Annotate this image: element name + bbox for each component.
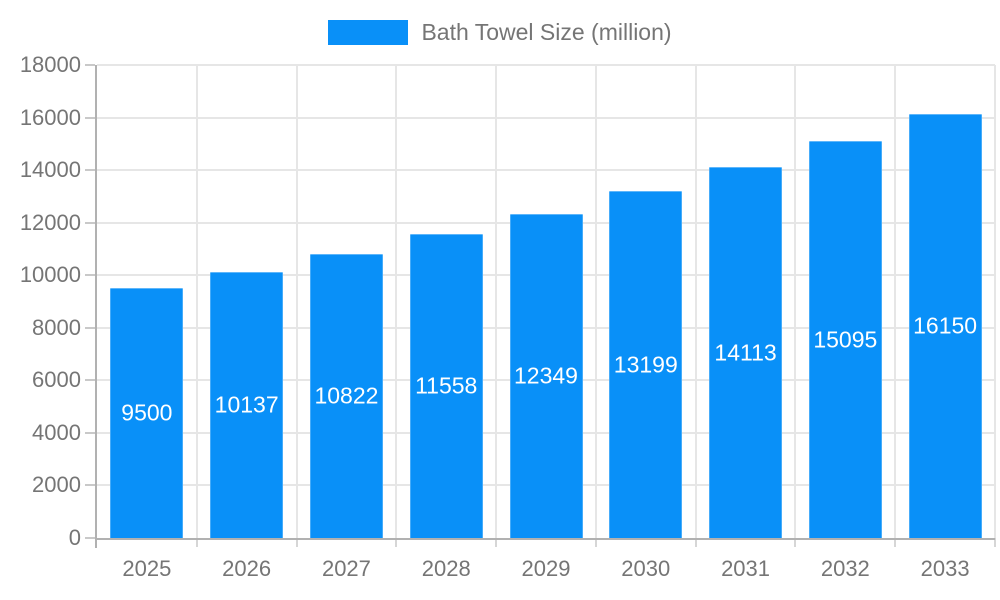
bar-2026[interactable]: 10137 [210,271,284,538]
bar-value-label: 11558 [415,372,478,399]
legend-label: Bath Towel Size (million) [421,19,672,45]
bar-value-label: 13199 [613,351,678,378]
bar-value-label: 12349 [514,362,578,389]
x-axis-tick [894,538,897,547]
y-axis-tick-label: 0 [68,525,81,550]
legend-item[interactable]: Bath Towel Size (million) [0,19,1000,46]
bar-value-label: 15095 [813,326,878,353]
bar-value-label: 16150 [913,312,978,339]
y-axis-tick [85,64,95,66]
x-axis-tick [594,538,597,547]
x-gridline [195,65,198,538]
x-axis-category-label: 2032 [820,556,870,581]
x-gridline [894,65,897,538]
y-axis-tick-label: 8000 [32,314,81,340]
bar-2031[interactable]: 14113 [709,167,783,538]
y-axis-tick-label: 2000 [32,472,81,498]
y-axis-tick [85,274,95,277]
y-gridline [97,116,995,119]
x-axis-tick [495,538,498,547]
x-axis-category-label: 2027 [321,556,371,581]
x-axis-tick [295,538,298,547]
y-axis-tick [85,379,95,382]
y-axis-line [95,65,97,548]
x-axis-category-label: 2026 [222,556,272,581]
x-gridline [295,65,298,538]
bar-value-label: 14113 [714,339,777,366]
x-gridline [694,65,697,538]
y-axis-tick [85,326,95,329]
y-axis-tick [85,169,95,172]
y-gridline [97,169,995,172]
x-axis-tick [994,538,996,547]
x-axis-category-label: 2031 [721,556,771,581]
x-axis-tick [694,538,697,547]
bar-value-label: 10137 [214,391,279,418]
x-gridline [395,65,398,538]
legend-swatch [328,20,409,45]
bar-value-label: 10822 [314,382,379,409]
x-axis-category-label: 2025 [122,556,172,581]
x-gridline [594,65,597,538]
bar-2033[interactable]: 16150 [908,113,982,538]
x-gridline [994,65,996,538]
y-axis-tick-label: 4000 [32,419,81,445]
y-gridline [97,64,995,66]
y-axis-tick [85,537,95,539]
x-axis-category-label: 2033 [920,556,970,581]
y-axis-tick-label: 6000 [32,367,81,393]
x-axis-category-label: 2028 [421,556,471,581]
plot-area: 0 2000 4000 6000 8000 10000 12000 14000 16000 180… [20,52,996,581]
y-axis-tick-label: 18000 [19,52,81,77]
y-axis-tick-label: 12000 [19,209,81,235]
bar-2025[interactable]: 9500 [110,288,184,538]
y-axis-tick [85,221,95,224]
bar-2028[interactable]: 11558 [409,234,483,538]
y-axis-tick-label: 16000 [19,104,81,130]
y-axis-tick-label: 14000 [19,157,81,183]
x-axis-tick [794,538,797,547]
bar-2030[interactable]: 13199 [609,191,683,538]
x-axis-tick [195,538,198,547]
y-axis-tick [85,116,95,119]
bar-2032[interactable]: 15095 [808,141,882,538]
x-gridline [794,65,797,538]
bar-2027[interactable]: 10822 [309,253,383,538]
x-gridline [495,65,498,538]
y-axis-tick-label: 10000 [19,262,81,288]
bar-value-label: 9500 [121,399,173,426]
x-axis-line [95,538,995,540]
x-axis-category-label: 2030 [621,556,671,581]
x-axis-tick [395,538,398,547]
y-axis-tick [85,431,95,434]
x-axis-category-label: 2029 [521,556,571,581]
y-axis-tick [85,484,95,487]
bar-2029[interactable]: 12349 [509,213,583,538]
